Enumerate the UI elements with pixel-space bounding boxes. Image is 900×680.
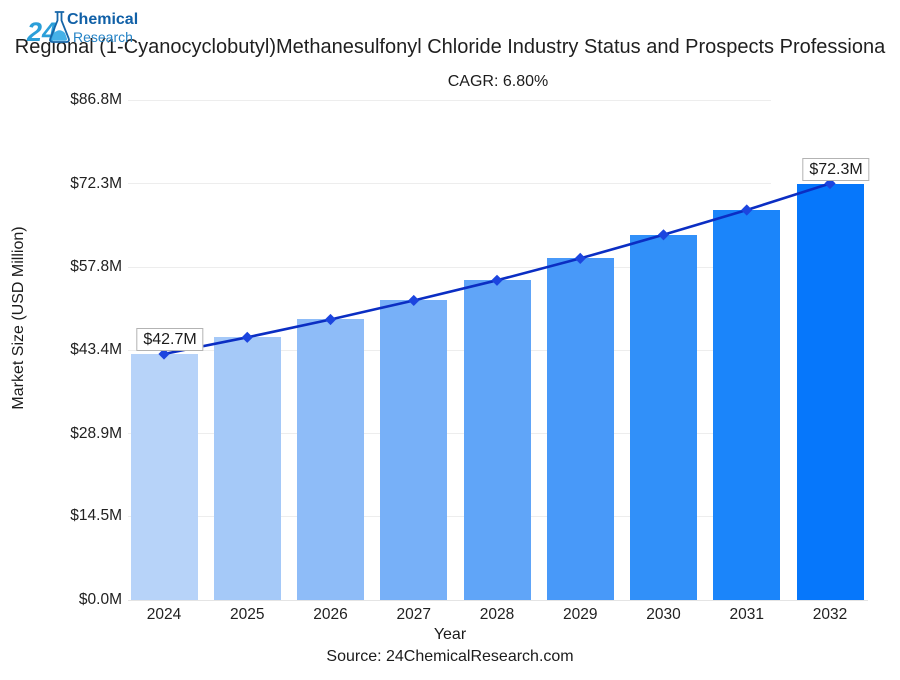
- x-tick-label: 2030: [646, 606, 681, 623]
- x-tick-label: 2024: [146, 606, 182, 623]
- x-tick-label: 2032: [812, 606, 848, 623]
- bar-2029: [546, 258, 614, 600]
- bar-2030: [630, 234, 697, 600]
- line-marker-icon: [824, 177, 836, 190]
- brand-logo: 24 Chemical Research: [27, 8, 139, 54]
- line-marker-icon: [408, 294, 420, 307]
- line-marker-icon: [574, 252, 586, 265]
- line-marker-icon: [241, 331, 253, 343]
- logo-name-bottom: Research: [73, 29, 133, 45]
- x-tick-label: 2025: [230, 606, 265, 623]
- bar-2031: [713, 210, 781, 600]
- gridline: [128, 349, 771, 351]
- x-axis-line: [128, 599, 868, 601]
- logo-name-top: Chemical: [67, 11, 139, 28]
- x-tick-label: 2026: [313, 606, 348, 623]
- y-tick-label: $0.0M: [78, 591, 122, 608]
- bar-2026: [297, 319, 364, 600]
- data-label: $42.7M: [136, 328, 204, 352]
- gridline: [128, 515, 771, 517]
- bar-2025: [213, 337, 281, 600]
- bar-2032: [796, 183, 864, 600]
- gridline: [128, 266, 771, 268]
- line-marker-icon: [491, 274, 503, 286]
- y-tick-label: $86.8M: [70, 91, 122, 108]
- flask-icon: [46, 8, 72, 53]
- x-tick-label: 2031: [729, 606, 764, 623]
- bar-2027: [380, 300, 448, 600]
- y-tick-label: $57.8M: [70, 258, 122, 276]
- gridline: [128, 433, 771, 435]
- source-credit: Source: 24ChemicalResearch.com: [326, 648, 574, 665]
- line-marker-icon: [741, 204, 753, 216]
- x-axis-title: Year: [433, 626, 467, 643]
- cagr-label: CAGR: 6.80%: [447, 73, 549, 90]
- x-tick-label: 2027: [396, 606, 431, 623]
- y-tick-label: $72.3M: [70, 174, 122, 192]
- data-label: $72.3M: [802, 157, 870, 181]
- bar-2028: [463, 280, 531, 600]
- line-marker-icon: [657, 229, 670, 241]
- gridline: [128, 183, 771, 185]
- y-tick-label: $14.5M: [70, 507, 122, 525]
- bar-2024: [130, 354, 198, 600]
- line-marker-icon: [158, 348, 170, 360]
- y-tick-label: $28.9M: [70, 424, 122, 442]
- x-tick-label: 2029: [563, 606, 598, 623]
- line-marker-icon: [324, 313, 337, 326]
- x-tick-label: 2028: [479, 606, 515, 623]
- y-tick-label: $43.4M: [70, 341, 122, 358]
- chart-title: Regional (1-Cyanocyclobutyl)Methanesulfo…: [14, 36, 886, 58]
- gridline: [128, 99, 771, 101]
